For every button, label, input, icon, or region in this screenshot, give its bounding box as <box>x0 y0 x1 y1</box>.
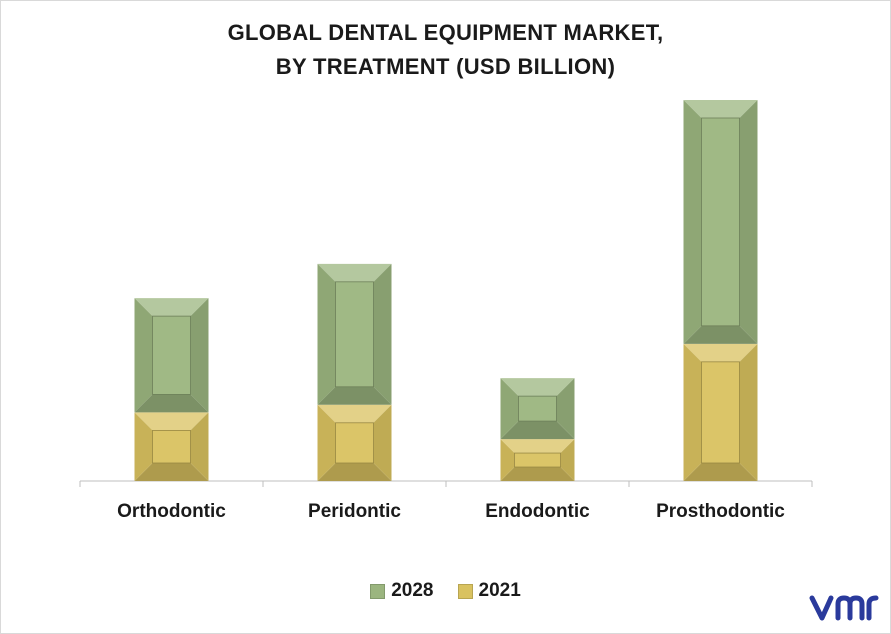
bar-2021-peridontic-bevel-top <box>317 404 392 423</box>
bar-2021-endodontic-bevel-bottom <box>500 467 575 481</box>
bar-2021-prosthodontic-bevel-left <box>683 343 702 481</box>
bar-2028-orthodontic <box>134 298 209 413</box>
bar-2021-orthodontic-bevel-bottom <box>134 463 209 481</box>
bar-2028-prosthodontic <box>683 100 758 344</box>
chart-title-line-2: BY TREATMENT (USD BILLION) <box>275 54 616 79</box>
bar-2021-prosthodontic-bevel-right <box>739 343 758 481</box>
bar-2021-orthodontic-bevel-left <box>134 412 153 481</box>
bar-2021-peridontic-bevel-right <box>373 404 392 481</box>
bar-2021-prosthodontic <box>683 343 758 481</box>
bar-2021-peridontic-bevel-left <box>317 404 336 481</box>
legend-label-2021: 2021 <box>478 580 521 601</box>
bar-2028-peridontic-bevel-bottom <box>317 386 392 405</box>
bar-2028-endodontic-face <box>518 395 557 422</box>
bar-2028-peridontic-bevel-right <box>373 263 392 405</box>
bar-2028-orthodontic-face <box>152 315 191 395</box>
x-tick-label: Peridontic <box>308 501 401 522</box>
bar-2021-endodontic-bevel-top <box>500 439 575 454</box>
legend-item-2021: 2021 <box>457 580 521 602</box>
x-tick-label: Prosthodontic <box>656 501 785 522</box>
bar-2021-orthodontic-bevel-top <box>134 412 209 431</box>
bar-2028-orthodontic-bevel-left <box>134 298 153 413</box>
bar-2028-endodontic-bevel-bottom <box>500 421 575 440</box>
x-tick-label: Endodontic <box>485 501 590 522</box>
bar-2028-endodontic-bevel-top <box>500 378 575 397</box>
bar-2028-prosthodontic-face <box>701 117 740 327</box>
bar-2028-peridontic-face <box>335 281 374 388</box>
bar-2028-peridontic <box>317 263 392 405</box>
bar-2021-prosthodontic-bevel-top <box>683 343 758 362</box>
chart-title-line-1: GLOBAL DENTAL EQUIPMENT MARKET, <box>227 20 664 45</box>
bar-2028-orthodontic-bevel-top <box>134 298 209 317</box>
bar-2021-endodontic <box>500 439 575 481</box>
x-tick-label: Orthodontic <box>117 501 226 522</box>
bar-2028-prosthodontic-bevel-right <box>739 100 758 344</box>
bar-2021-peridontic-bevel-bottom <box>317 463 392 481</box>
bar-2021-peridontic <box>317 404 392 481</box>
brand-logo-icon <box>809 595 879 621</box>
legend-label-2028: 2028 <box>391 580 434 601</box>
bar-2021-peridontic-face <box>335 422 374 464</box>
legend-item-2028: 2028 <box>370 580 434 602</box>
bar-2021-prosthodontic-face <box>701 361 740 464</box>
bar-2028-endodontic <box>500 378 575 440</box>
bar-2028-orthodontic-bevel-bottom <box>134 394 209 413</box>
bar-2021-endodontic-bevel-left <box>500 439 515 481</box>
bar-2028-prosthodontic-bevel-top <box>683 100 758 118</box>
bar-2021-endodontic-bevel-right <box>560 439 575 481</box>
legend-swatch-2028 <box>370 583 386 599</box>
bar-2028-endodontic-bevel-left <box>500 378 519 440</box>
chart-legend: 2028 2021 <box>0 580 891 602</box>
bar-2021-prosthodontic-bevel-bottom <box>683 463 758 481</box>
bar-2028-prosthodontic-bevel-left <box>683 100 702 344</box>
bar-2021-orthodontic-bevel-right <box>190 412 209 481</box>
legend-swatch-2021 <box>457 583 473 599</box>
bar-2021-orthodontic-face <box>152 430 191 464</box>
bar-2021-endodontic-face <box>514 452 561 468</box>
bar-2028-peridontic-bevel-top <box>317 263 392 282</box>
bar-2028-peridontic-bevel-left <box>317 263 336 405</box>
bar-2021-orthodontic <box>134 412 209 481</box>
bar-2028-orthodontic-bevel-right <box>190 298 209 413</box>
bar-2028-prosthodontic-bevel-bottom <box>683 325 758 344</box>
bar-2028-endodontic-bevel-right <box>556 378 575 440</box>
